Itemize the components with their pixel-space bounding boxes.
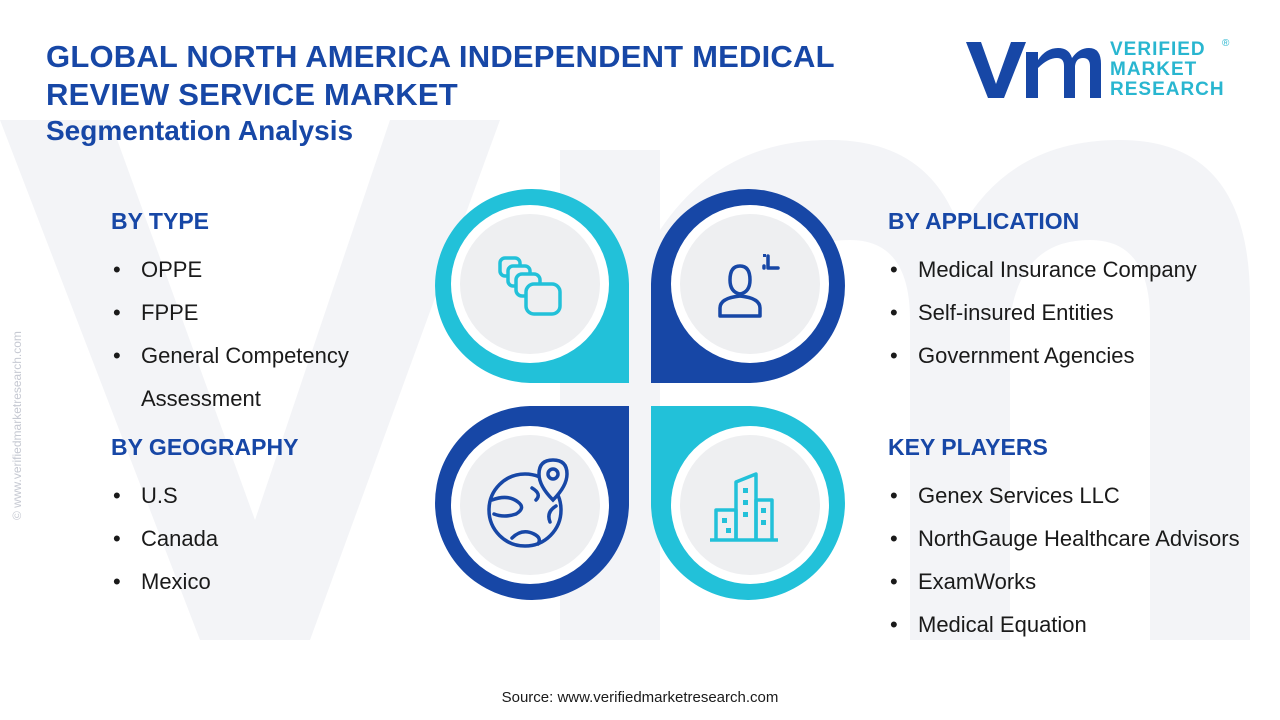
list-item: Canada <box>111 517 298 560</box>
list-item: Mexico <box>111 560 298 603</box>
list-item: U.S <box>111 474 298 517</box>
section-heading: BY TYPE <box>111 208 209 234</box>
section-by-application: BY APPLICATION Medical Insurance Company… <box>888 206 1197 377</box>
registered-mark: ® <box>1222 38 1230 49</box>
title-block: GLOBAL NORTH AMERICA INDEPENDENT MEDICAL… <box>46 38 835 148</box>
logo-line-2: MARKET <box>1110 59 1198 80</box>
section-by-type: BY TYPE OPPE FPPE General Competency Ass… <box>111 206 349 420</box>
list-item: OPPE <box>111 248 349 291</box>
logo-line-1: VERIFIED <box>1110 39 1206 60</box>
list-item: General Competency <box>111 334 349 377</box>
segment-list: U.S Canada Mexico <box>111 474 298 603</box>
logo-text: VERIFIED MARKET RESEARCH <box>1110 40 1225 100</box>
globe-location-icon <box>487 458 569 548</box>
segment-list: OPPE FPPE General Competency Assessment <box>111 248 349 420</box>
source-credit: Source: www.verifiedmarketresearch.com <box>501 689 779 706</box>
user-profile-icon <box>718 254 780 318</box>
section-by-geography: BY GEOGRAPHY U.S Canada Mexico <box>111 432 298 603</box>
title-line-1: GLOBAL NORTH AMERICA INDEPENDENT MEDICAL <box>46 39 835 74</box>
section-heading: BY APPLICATION <box>888 208 1080 234</box>
list-item: Genex Services LLC <box>888 474 1240 517</box>
list-item: ExamWorks <box>888 560 1240 603</box>
list-item: FPPE <box>111 291 349 334</box>
vmr-logo-icon <box>966 42 1101 98</box>
logo-line-3: RESEARCH <box>1110 79 1225 100</box>
list-item: Medical Equation <box>888 603 1240 646</box>
section-heading: KEY PLAYERS <box>888 434 1048 460</box>
list-item: NorthGauge Healthcare Advisors <box>888 517 1240 560</box>
section-heading: BY GEOGRAPHY <box>111 434 299 460</box>
list-item: Medical Insurance Company <box>888 248 1197 291</box>
subtitle: Segmentation Analysis <box>46 115 354 146</box>
list-item: Self-insured Entities <box>888 291 1197 334</box>
segment-list: Genex Services LLC NorthGauge Healthcare… <box>888 474 1240 646</box>
segment-list: Medical Insurance Company Self-insured E… <box>888 248 1197 377</box>
city-buildings-icon <box>710 472 778 542</box>
side-watermark-text: © www.verifiedmarketresearch.com <box>10 331 24 520</box>
section-key-players: KEY PLAYERS Genex Services LLC NorthGaug… <box>888 432 1240 646</box>
segmentation-quadrant-graphic <box>435 189 845 600</box>
stacked-cards-icon <box>498 256 562 316</box>
title-line-2: REVIEW SERVICE MARKET <box>46 77 458 112</box>
list-item-continuation: Assessment <box>141 386 261 411</box>
list-item: Government Agencies <box>888 334 1197 377</box>
